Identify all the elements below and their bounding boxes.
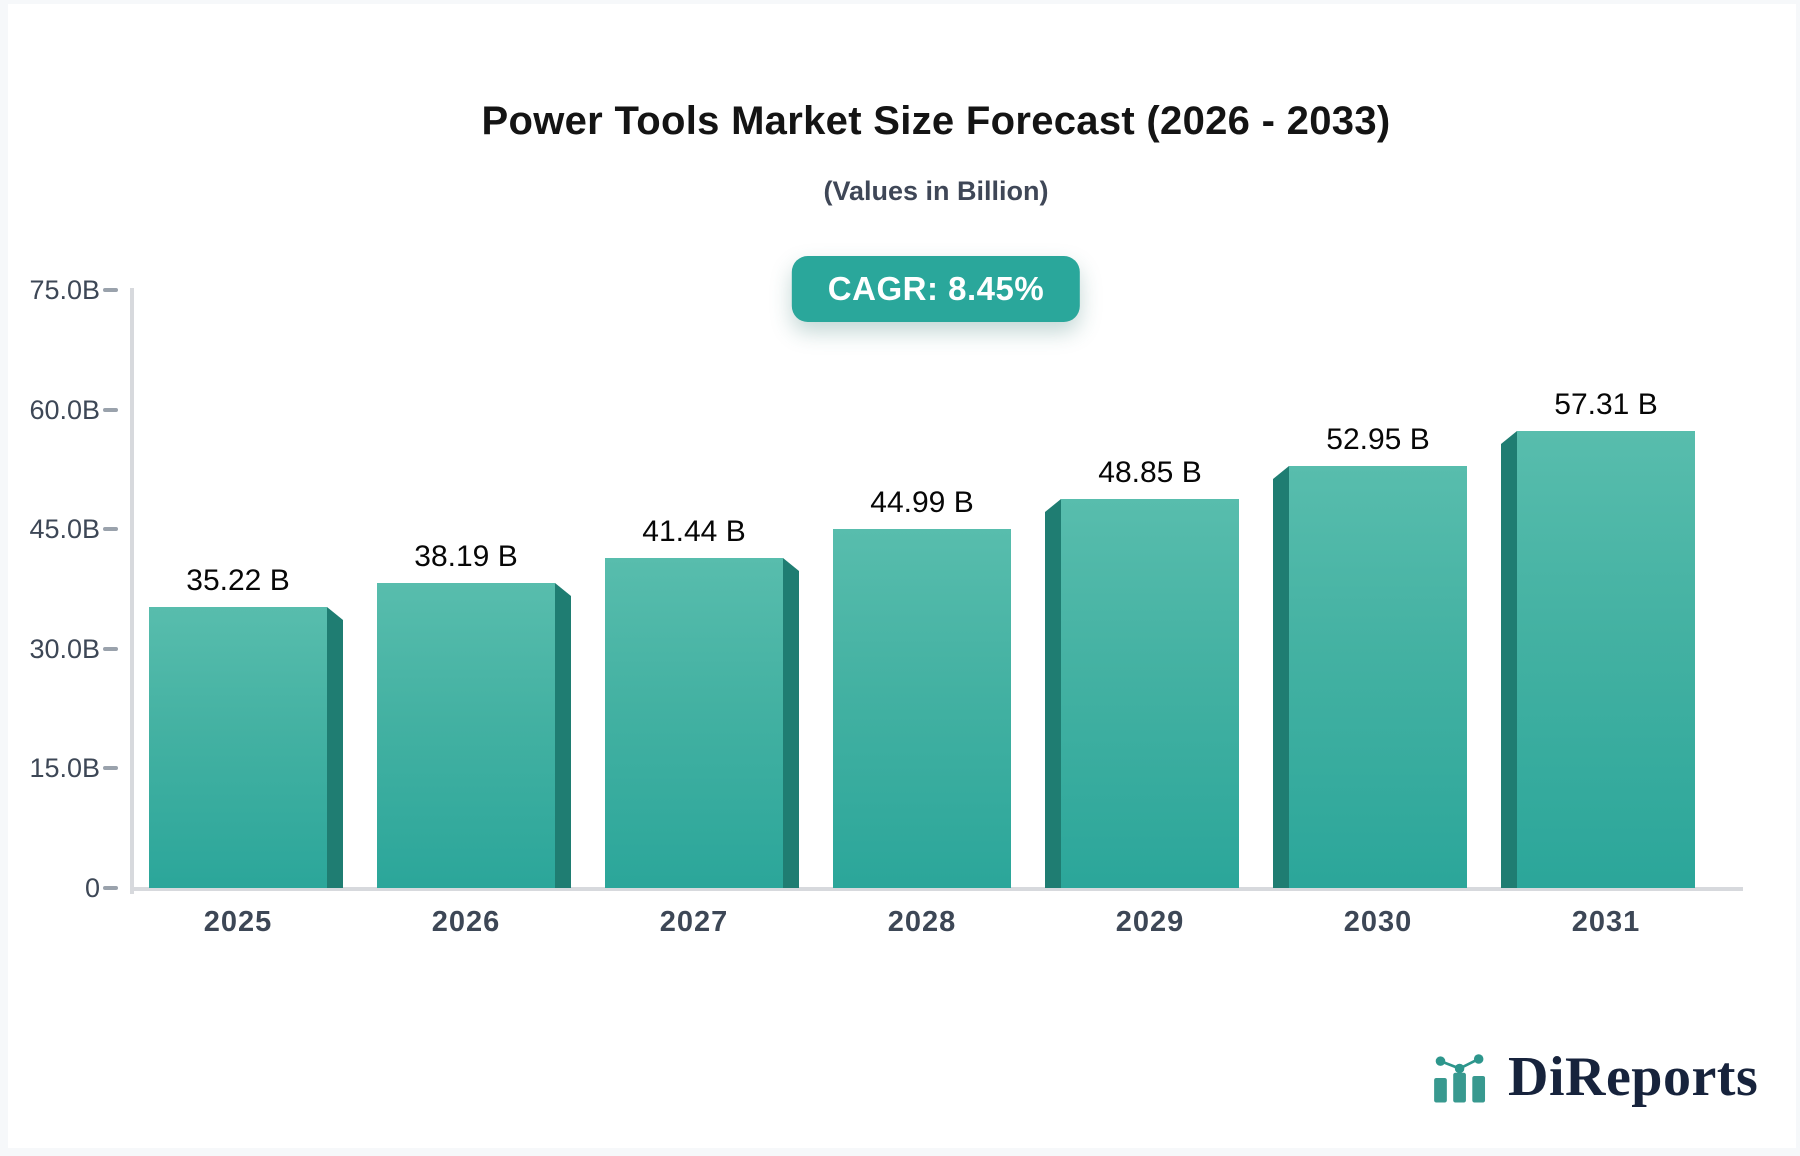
chart-subtitle: (Values in Billion) <box>823 176 1049 206</box>
chart-title: Power Tools Market Size Forecast (2026 -… <box>481 99 1391 143</box>
x-axis-label-2029: 2029 <box>1115 906 1185 938</box>
direports-logo-icon <box>1434 1054 1486 1103</box>
bar-value-label: 57.31 B <box>1554 388 1658 421</box>
bar-2028[interactable] <box>833 529 1011 888</box>
bar-2027[interactable] <box>605 558 783 888</box>
bar-2025-side <box>327 607 343 888</box>
bar-2031-side <box>1501 431 1517 888</box>
bar-2026[interactable] <box>377 583 555 888</box>
y-axis-line <box>130 288 134 894</box>
y-tick-mark <box>103 407 118 412</box>
y-tick-mark <box>103 646 118 651</box>
bar-value-label: 35.22 B <box>186 564 290 597</box>
y-axis-tick-label: 0 <box>84 873 100 903</box>
bar-value-label: 52.95 B <box>1326 423 1430 456</box>
y-axis-tick-label: 45.0B <box>29 514 100 545</box>
bar-value-label: 41.44 B <box>642 515 746 548</box>
y-axis-tick-label: 60.0B <box>29 394 100 425</box>
bar-2029-side <box>1045 499 1061 888</box>
x-axis-label-2025: 2025 <box>203 906 273 938</box>
x-axis-label-2028: 2028 <box>887 906 957 938</box>
bar-2029[interactable] <box>1061 499 1239 888</box>
bar-2025[interactable] <box>149 607 327 888</box>
bar-2027-side <box>783 558 799 888</box>
cagr-badge: CAGR: 8.45% <box>791 256 1081 322</box>
bar-value-label: 44.99 B <box>870 486 974 519</box>
bar-2030[interactable] <box>1289 466 1467 888</box>
x-axis-line <box>130 887 1743 891</box>
bar-2031[interactable] <box>1517 431 1695 888</box>
y-tick-mark <box>103 766 118 771</box>
bar-value-label: 38.19 B <box>414 540 518 573</box>
x-axis-label-2027: 2027 <box>659 906 729 938</box>
x-axis-label-2026: 2026 <box>431 906 501 938</box>
plot-area: 75.0B 60.0B 45.0B 30.0B 15.0B 0 35.22 B 2025 38.… <box>8 4 1800 1146</box>
bar-2026-side <box>555 583 571 888</box>
bar-value-label: 48.85 B <box>1098 456 1202 489</box>
y-axis-tick-label: 15.0B <box>29 753 100 784</box>
y-tick-mark <box>103 288 118 292</box>
bar-2030-side <box>1273 466 1289 888</box>
direports-logo-text: DiReports <box>1508 1046 1759 1108</box>
chart-card: Power Tools Market Size Forecast (2026 -… <box>8 4 1796 1148</box>
y-axis-tick-label: 30.0B <box>29 633 100 664</box>
y-axis-tick-label: 75.0B <box>29 275 100 305</box>
y-tick-mark <box>103 886 118 890</box>
y-tick-mark <box>103 527 118 532</box>
x-axis-label-2030: 2030 <box>1343 906 1413 938</box>
direports-logo: DiReports <box>1432 1034 1758 1120</box>
x-axis-label-2031: 2031 <box>1571 906 1641 938</box>
